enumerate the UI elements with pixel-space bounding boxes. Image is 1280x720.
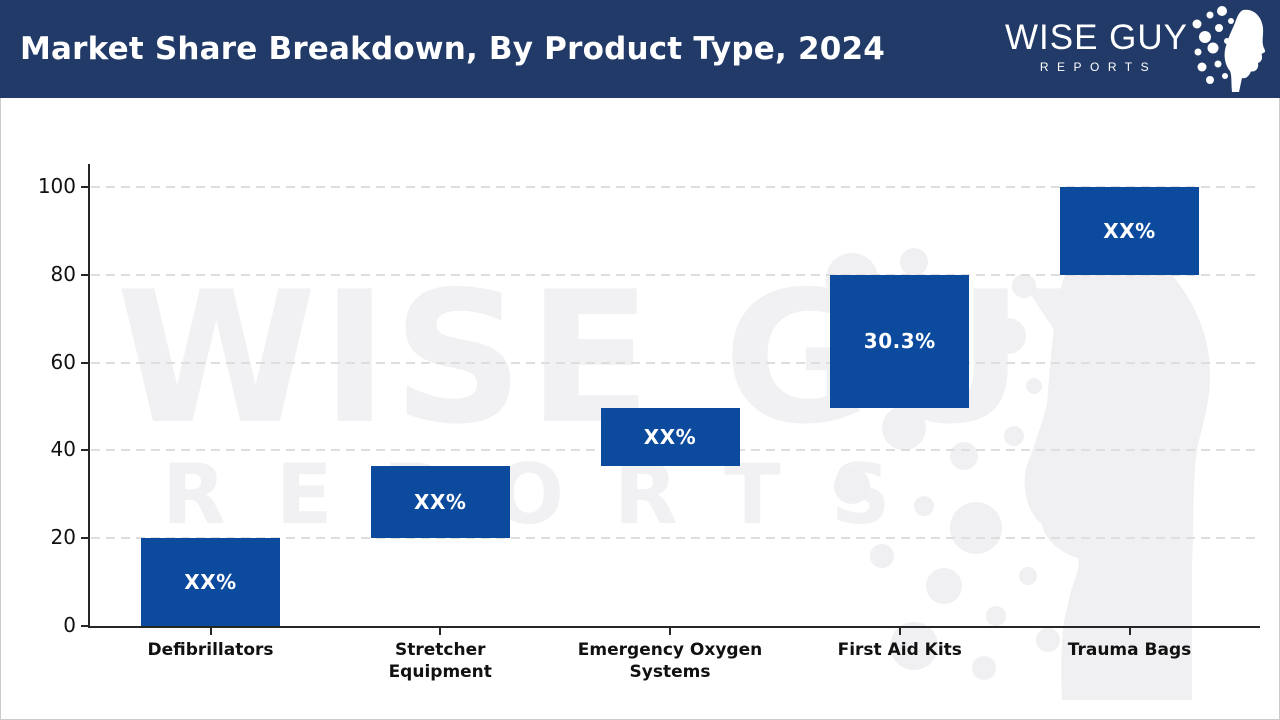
- x-tick-mark: [439, 628, 442, 635]
- gridline: [91, 361, 1258, 364]
- y-tick-mark: [81, 186, 89, 188]
- chart-title: Market Share Breakdown, By Product Type,…: [20, 31, 886, 67]
- bar-value-label: XX%: [414, 490, 467, 515]
- y-tick-mark: [81, 449, 89, 452]
- logo-face-icon: [1192, 6, 1266, 93]
- x-tick-mark: [669, 628, 671, 635]
- watermark-subtitle: REPORTS: [162, 446, 941, 543]
- y-tick-label: 80: [50, 261, 76, 286]
- y-tick-mark: [81, 625, 89, 627]
- bar-value-label: XX%: [1103, 218, 1156, 243]
- chart-area: 0 20 40 60 80 100 XX% XX% XX% 30.3% XX% Defibrill…: [0, 98, 1280, 720]
- gridline: [91, 186, 1258, 188]
- bar-value-label: XX%: [643, 425, 697, 449]
- x-category-label: Defibrillators: [147, 640, 274, 660]
- header-bar: Market Share Breakdown, By Product Type,…: [0, 0, 1280, 98]
- x-category-label: Emergency Oxygen Systems: [577, 640, 763, 683]
- logo-wordmark: WISE GUY REPORTS: [1005, 18, 1188, 74]
- watermark-face-icon: [826, 234, 1211, 700]
- y-tick-label: 40: [50, 437, 76, 462]
- bar-1: XX%: [141, 538, 280, 626]
- x-tick-mark: [898, 628, 901, 635]
- bar-value-label: 30.3%: [863, 329, 936, 354]
- y-tick-mark: [81, 273, 89, 276]
- y-tick-label: 20: [50, 525, 76, 550]
- y-axis-line: [88, 164, 90, 626]
- logo-name-text: WISE GUY: [1004, 18, 1188, 57]
- x-tick-mark: [209, 628, 212, 635]
- x-category-label: Stretcher Equipment: [388, 640, 492, 683]
- y-tick-label: 0: [63, 613, 76, 637]
- x-axis-line: [88, 626, 1260, 628]
- bar-2: XX%: [370, 466, 510, 539]
- gridline: [91, 273, 1258, 276]
- x-category-label: First Aid Kits: [837, 640, 962, 660]
- y-tick-label: 60: [50, 349, 76, 374]
- logo-subtitle-text: REPORTS: [1039, 60, 1158, 74]
- bar-4: 30.3%: [830, 274, 970, 408]
- bar-value-label: XX%: [184, 570, 237, 595]
- bar-3: XX%: [600, 407, 740, 467]
- bar-5: XX%: [1060, 187, 1199, 275]
- y-tick-label: 100: [37, 174, 76, 198]
- gridline: [91, 537, 1258, 540]
- y-tick-mark: [81, 537, 89, 540]
- x-tick-mark: [1128, 628, 1131, 635]
- x-category-label: Trauma Bags: [1067, 640, 1192, 660]
- brand-logo: WISE GUY REPORTS: [1005, 4, 1266, 96]
- y-tick-mark: [81, 361, 89, 364]
